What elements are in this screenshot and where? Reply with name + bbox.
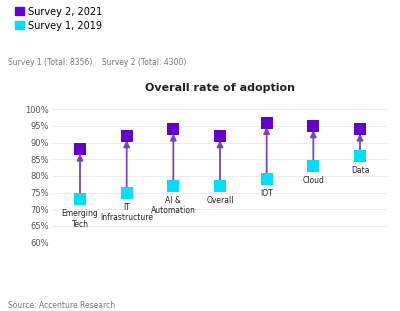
Legend: Survey 2, 2021, Survey 1, 2019: Survey 2, 2021, Survey 1, 2019 [13, 5, 105, 33]
Text: Emerging
Tech: Emerging Tech [62, 209, 98, 229]
Text: Survey 1 (Total: 8356)    Survey 2 (Total: 4300): Survey 1 (Total: 8356) Survey 2 (Total: … [8, 58, 186, 67]
Text: IOT: IOT [260, 189, 273, 198]
Text: Source: Accenture Research: Source: Accenture Research [8, 301, 115, 310]
Text: Overall rate of adoption: Overall rate of adoption [145, 83, 295, 93]
Text: Data: Data [351, 166, 369, 175]
Text: IT
Infrastructure: IT Infrastructure [100, 202, 153, 222]
Text: Overall: Overall [206, 196, 234, 205]
Text: AI &
Automation: AI & Automation [151, 196, 196, 215]
Text: Cloud: Cloud [302, 176, 324, 185]
